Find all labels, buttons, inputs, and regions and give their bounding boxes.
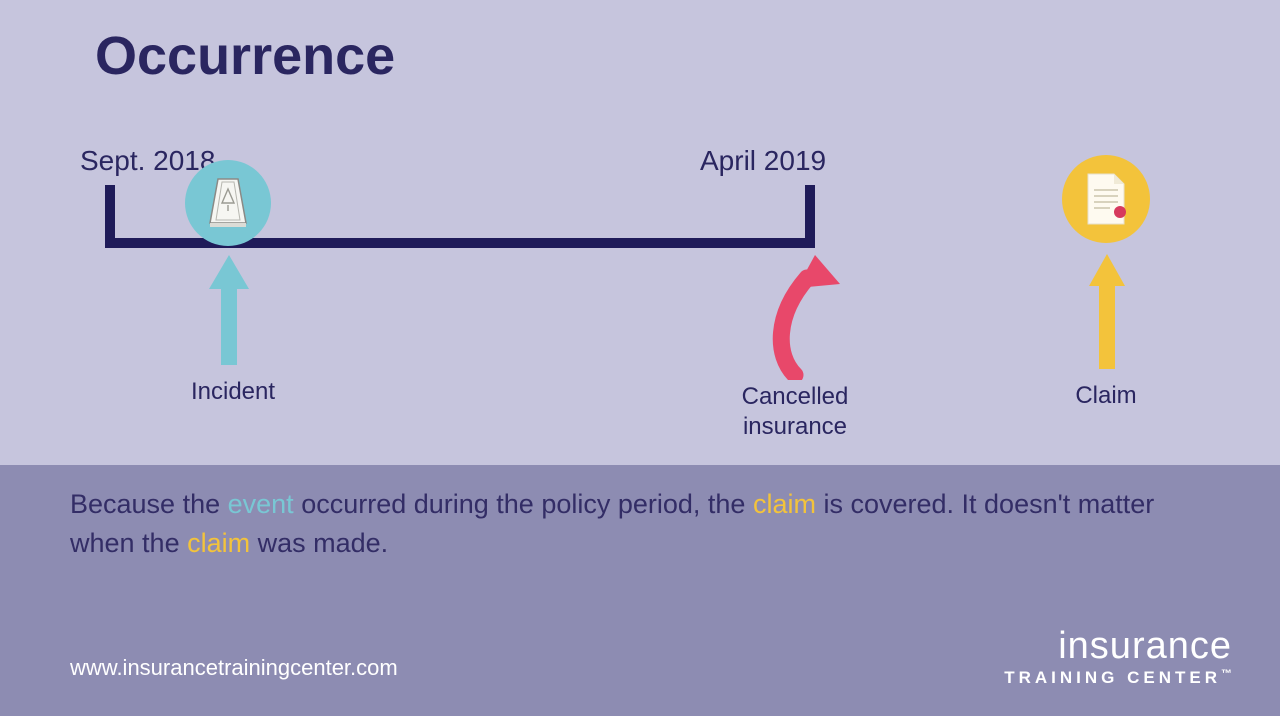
claim-label: Claim [1056,382,1156,410]
timeline-end-cap [805,185,815,248]
incident-label: Incident [178,378,288,406]
wet-floor-sign-icon [202,173,254,233]
cancelled-label-line2: insurance [695,412,895,442]
footer-logo: insurance TRAINING CENTER™ [1004,625,1232,688]
caption-text: Because the event occurred during the po… [70,485,1170,563]
cancelled-label-line1: Cancelled [695,382,895,412]
logo-tm: ™ [1221,668,1232,680]
caption-seg4: was made. [250,528,388,558]
footer-url: www.insurancetrainingcenter.com [70,655,398,681]
page-title: Occurrence [95,25,395,87]
incident-arrow-icon [209,255,249,370]
logo-line2: TRAINING CENTER™ [1004,668,1232,688]
claim-arrow-icon [1089,254,1125,374]
caption-seg2: occurred during the policy period, the [294,489,753,519]
cancelled-arrow-icon [745,250,855,385]
document-icon [1084,172,1128,226]
caption-event: event [228,489,294,519]
logo-line1: insurance [1004,625,1232,668]
incident-icon [185,160,271,246]
timeline-start-label: Sept. 2018 [80,145,215,177]
caption-claim2: claim [187,528,250,558]
slide: Occurrence Sept. 2018 April 2019 Inciden… [0,0,1280,716]
timeline-end-label: April 2019 [700,145,826,177]
caption-claim1: claim [753,489,816,519]
caption-seg1: Because the [70,489,228,519]
claim-icon [1062,155,1150,243]
cancelled-label: Cancelled insurance [695,382,895,442]
logo-line2-text: TRAINING CENTER [1004,668,1221,687]
